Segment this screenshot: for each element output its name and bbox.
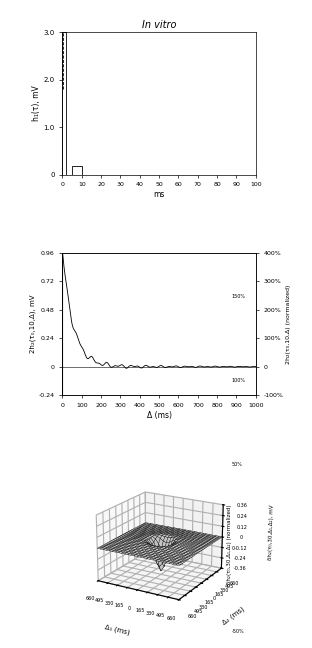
Text: 0: 0 bbox=[232, 546, 235, 551]
Y-axis label: Δ₂ (ms): Δ₂ (ms) bbox=[221, 606, 246, 626]
Y-axis label: h₁(τ), mV: h₁(τ), mV bbox=[32, 86, 41, 121]
X-axis label: Δ (ms): Δ (ms) bbox=[147, 411, 172, 419]
Y-axis label: 2h₂(τ₀,10,Δ), mV: 2h₂(τ₀,10,Δ), mV bbox=[29, 295, 36, 353]
Y-axis label: 2h₂(τ₀,10,Δ) (normalized): 2h₂(τ₀,10,Δ) (normalized) bbox=[286, 284, 291, 364]
Text: 100%: 100% bbox=[232, 378, 246, 382]
X-axis label: ms: ms bbox=[154, 190, 165, 199]
Bar bbox=[62, 32, 66, 175]
Text: 150%: 150% bbox=[232, 294, 246, 299]
Text: 50%: 50% bbox=[232, 461, 242, 467]
Title: In vitro: In vitro bbox=[142, 20, 176, 30]
Bar bbox=[72, 166, 82, 175]
X-axis label: Δ₁ (ms): Δ₁ (ms) bbox=[104, 623, 131, 636]
Text: δh₂(τ₀,30,Δ₁,Δ₂) (normalized): δh₂(τ₀,30,Δ₁,Δ₂) (normalized) bbox=[227, 505, 232, 584]
Text: -50%: -50% bbox=[232, 629, 244, 634]
